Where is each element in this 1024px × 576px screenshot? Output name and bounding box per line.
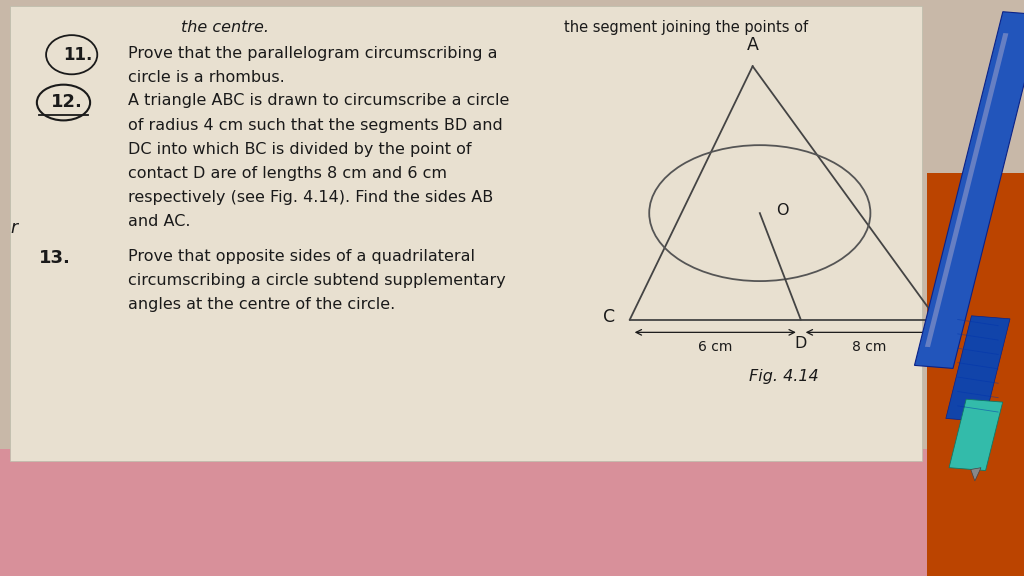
Text: 11.: 11.: [63, 46, 93, 64]
Text: Fig. 4.14: Fig. 4.14: [749, 369, 818, 384]
Text: 8 cm: 8 cm: [852, 340, 886, 354]
Text: 6 cm: 6 cm: [698, 340, 732, 354]
Text: and AC.: and AC.: [128, 214, 190, 229]
Text: A triangle ABC is drawn to circumscribe a circle: A triangle ABC is drawn to circumscribe …: [128, 93, 509, 108]
Text: 13.: 13.: [39, 249, 71, 267]
Text: C: C: [603, 308, 615, 327]
Text: Prove that opposite sides of a quadrilateral: Prove that opposite sides of a quadrilat…: [128, 249, 475, 264]
Text: respectively (see Fig. 4.14). Find the sides AB: respectively (see Fig. 4.14). Find the s…: [128, 190, 494, 205]
Bar: [927, 173, 1024, 576]
Bar: [0, 501, 1024, 576]
Text: of radius 4 cm such that the segments BD and: of radius 4 cm such that the segments BD…: [128, 118, 503, 132]
Text: A: A: [746, 36, 759, 54]
Polygon shape: [946, 316, 1010, 422]
Text: DC into which BC is divided by the point of: DC into which BC is divided by the point…: [128, 142, 471, 157]
Polygon shape: [925, 33, 1009, 347]
Text: r: r: [10, 219, 17, 237]
Text: D: D: [795, 336, 807, 351]
Text: angles at the centre of the circle.: angles at the centre of the circle.: [128, 297, 395, 312]
Text: the centre.: the centre.: [181, 20, 269, 35]
Polygon shape: [914, 12, 1024, 369]
Polygon shape: [949, 399, 1002, 471]
Text: O: O: [776, 203, 788, 218]
Text: circle is a rhombus.: circle is a rhombus.: [128, 70, 285, 85]
Bar: [0, 449, 1024, 576]
Polygon shape: [971, 468, 981, 481]
Text: Prove that the parallelogram circumscribing a: Prove that the parallelogram circumscrib…: [128, 46, 498, 61]
Polygon shape: [10, 6, 922, 461]
Text: B: B: [949, 308, 962, 327]
Text: 12.: 12.: [51, 93, 83, 111]
Text: contact D are of lengths 8 cm and 6 cm: contact D are of lengths 8 cm and 6 cm: [128, 166, 447, 181]
Text: the segment joining the points of: the segment joining the points of: [564, 20, 808, 35]
Text: circumscribing a circle subtend supplementary: circumscribing a circle subtend suppleme…: [128, 273, 506, 288]
